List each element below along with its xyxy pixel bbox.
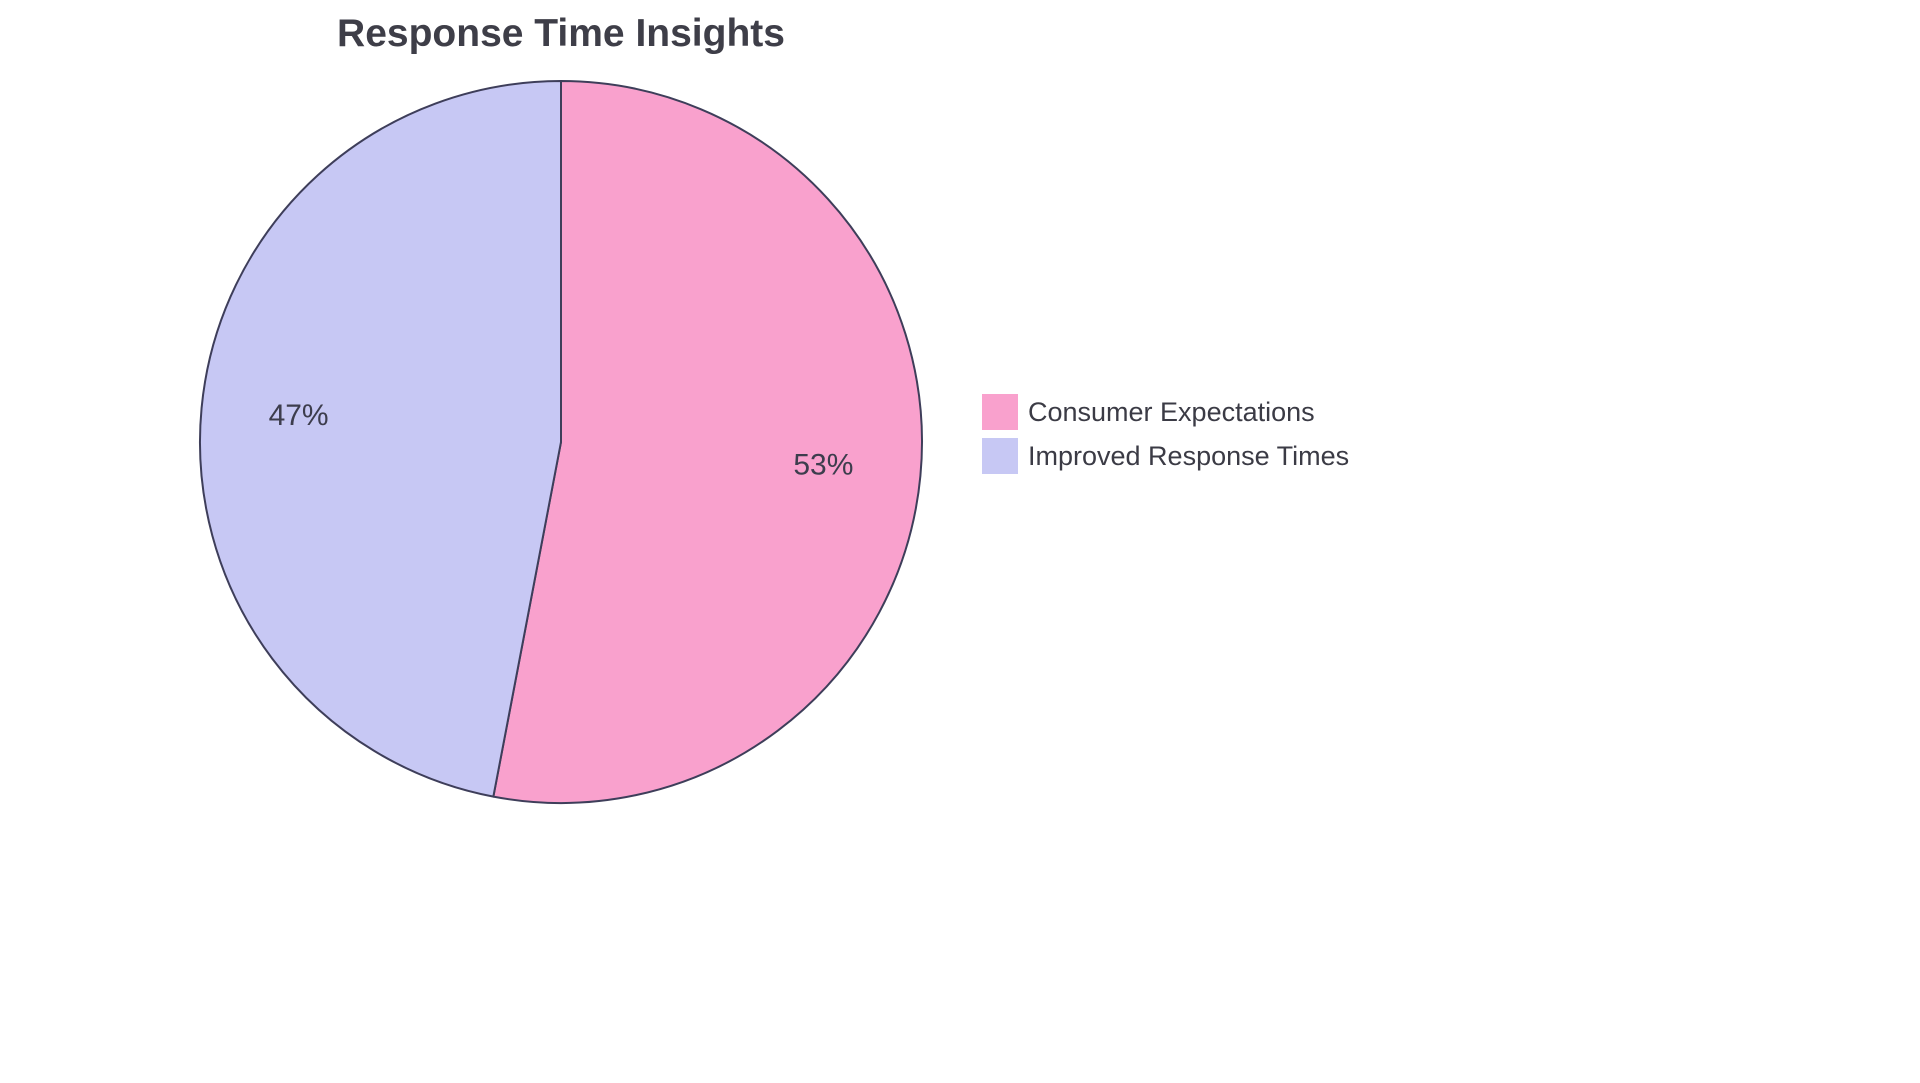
legend-swatch: [982, 394, 1018, 430]
pie-slice: [198, 80, 562, 798]
pie-slice: [492, 80, 923, 804]
legend-item: Consumer Expectations: [982, 394, 1349, 430]
legend-label: Improved Response Times: [1028, 440, 1350, 471]
legend-item: Improved Response Times: [982, 438, 1349, 474]
legend-label: Consumer Expectations: [1028, 396, 1315, 427]
pie-chart-svg: 53% 47%: [198, 80, 923, 804]
pie-percent-label: 53%: [793, 449, 853, 482]
legend: Consumer Expectations Improved Response T…: [982, 394, 1349, 474]
chart-title: Response Time Insights: [337, 12, 785, 55]
pie-percent-label: 47%: [269, 399, 329, 432]
legend-swatch: [982, 438, 1018, 474]
